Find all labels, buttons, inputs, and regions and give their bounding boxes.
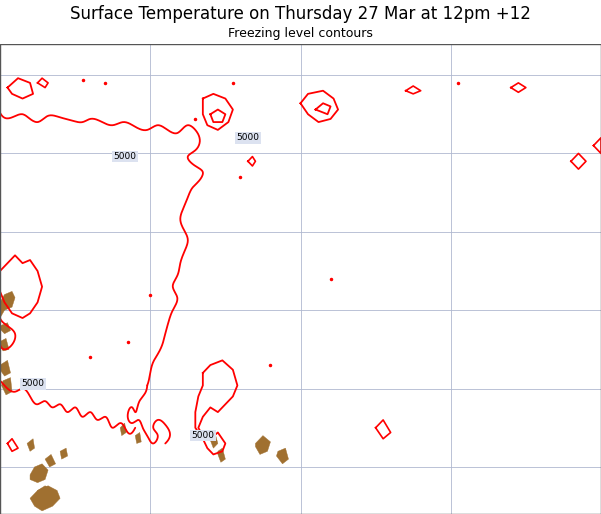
Text: 5000: 5000 (113, 152, 136, 161)
Polygon shape (0, 323, 10, 334)
Polygon shape (135, 432, 141, 444)
Polygon shape (276, 448, 288, 464)
Polygon shape (27, 439, 35, 451)
Polygon shape (30, 486, 60, 511)
Text: 5000: 5000 (22, 379, 44, 389)
Polygon shape (210, 432, 218, 448)
Polygon shape (60, 448, 68, 459)
Polygon shape (37, 486, 53, 502)
Polygon shape (218, 448, 225, 462)
Polygon shape (120, 423, 126, 436)
Polygon shape (2, 378, 12, 395)
Polygon shape (30, 464, 48, 483)
Text: 5000: 5000 (191, 431, 215, 440)
Text: Surface Temperature on Thursday 27 Mar at 12pm +12: Surface Temperature on Thursday 27 Mar a… (70, 5, 531, 23)
Polygon shape (45, 454, 55, 467)
Polygon shape (255, 436, 270, 454)
Polygon shape (0, 291, 15, 318)
Polygon shape (0, 360, 10, 376)
Polygon shape (0, 338, 9, 351)
Text: 5000: 5000 (236, 133, 260, 142)
Text: Freezing level contours: Freezing level contours (228, 27, 373, 40)
